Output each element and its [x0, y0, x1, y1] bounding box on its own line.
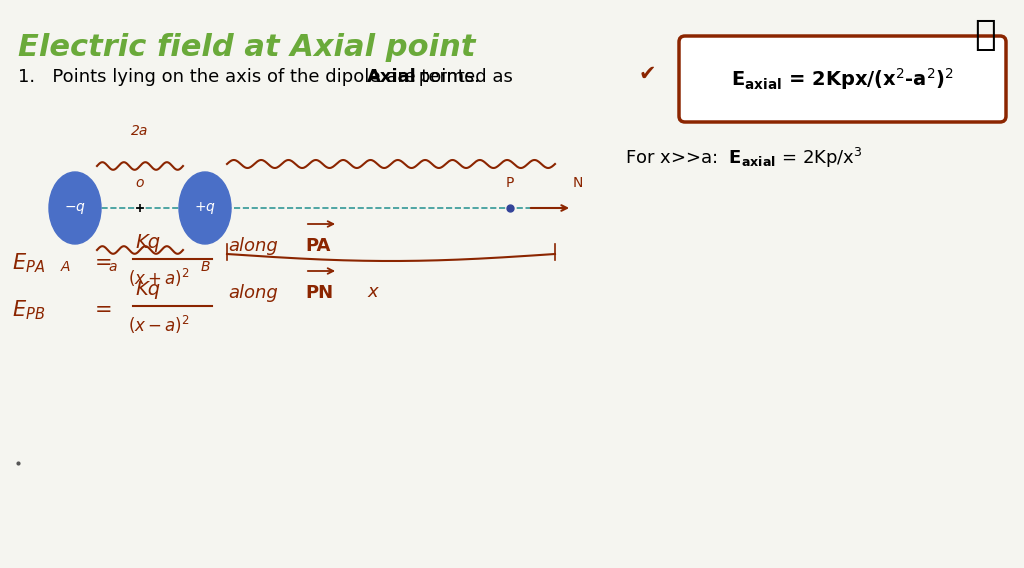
Text: $-q$: $-q$ — [65, 201, 86, 215]
Text: x: x — [368, 283, 378, 301]
Text: ✔: ✔ — [638, 64, 655, 84]
Text: $(x-a)^2$: $(x-a)^2$ — [128, 314, 189, 336]
Text: Electric field at Axial point: Electric field at Axial point — [18, 33, 475, 62]
Text: $\mathbf{E_{axial}}$ = 2Kpx/(x$^2$-a$^2$)$^2$: $\mathbf{E_{axial}}$ = 2Kpx/(x$^2$-a$^2$… — [731, 66, 954, 92]
Ellipse shape — [179, 172, 231, 244]
Text: 2a: 2a — [131, 124, 148, 138]
Text: a: a — [109, 260, 118, 274]
Text: 🐘: 🐘 — [974, 18, 995, 52]
Text: along: along — [228, 237, 278, 255]
Text: B: B — [201, 260, 210, 274]
Text: Kq: Kq — [135, 279, 160, 299]
Text: $E_{PA}$: $E_{PA}$ — [12, 251, 45, 275]
Text: P: P — [506, 176, 514, 190]
Text: For x>>a:  $\mathbf{E_{axial}}$ = 2Kp/x$^3$: For x>>a: $\mathbf{E_{axial}}$ = 2Kp/x$^… — [625, 146, 862, 170]
Text: along: along — [228, 284, 278, 302]
Text: Axial: Axial — [367, 68, 417, 86]
Text: o: o — [136, 176, 144, 190]
FancyBboxPatch shape — [679, 36, 1006, 122]
Text: Kq: Kq — [135, 232, 160, 252]
Text: =: = — [95, 300, 113, 320]
Text: 1.   Points lying on the axis of the dipole are termed as: 1. Points lying on the axis of the dipol… — [18, 68, 518, 86]
Ellipse shape — [49, 172, 101, 244]
Text: PA: PA — [305, 237, 331, 255]
Text: PN: PN — [305, 284, 333, 302]
Text: $(x+a)^2$: $(x+a)^2$ — [128, 267, 189, 289]
Text: N: N — [572, 176, 584, 190]
Text: points.: points. — [413, 68, 480, 86]
Text: A: A — [60, 260, 70, 274]
Text: $+q$: $+q$ — [194, 200, 216, 216]
Text: $E_{PB}$: $E_{PB}$ — [12, 298, 45, 322]
Text: =: = — [95, 253, 113, 273]
